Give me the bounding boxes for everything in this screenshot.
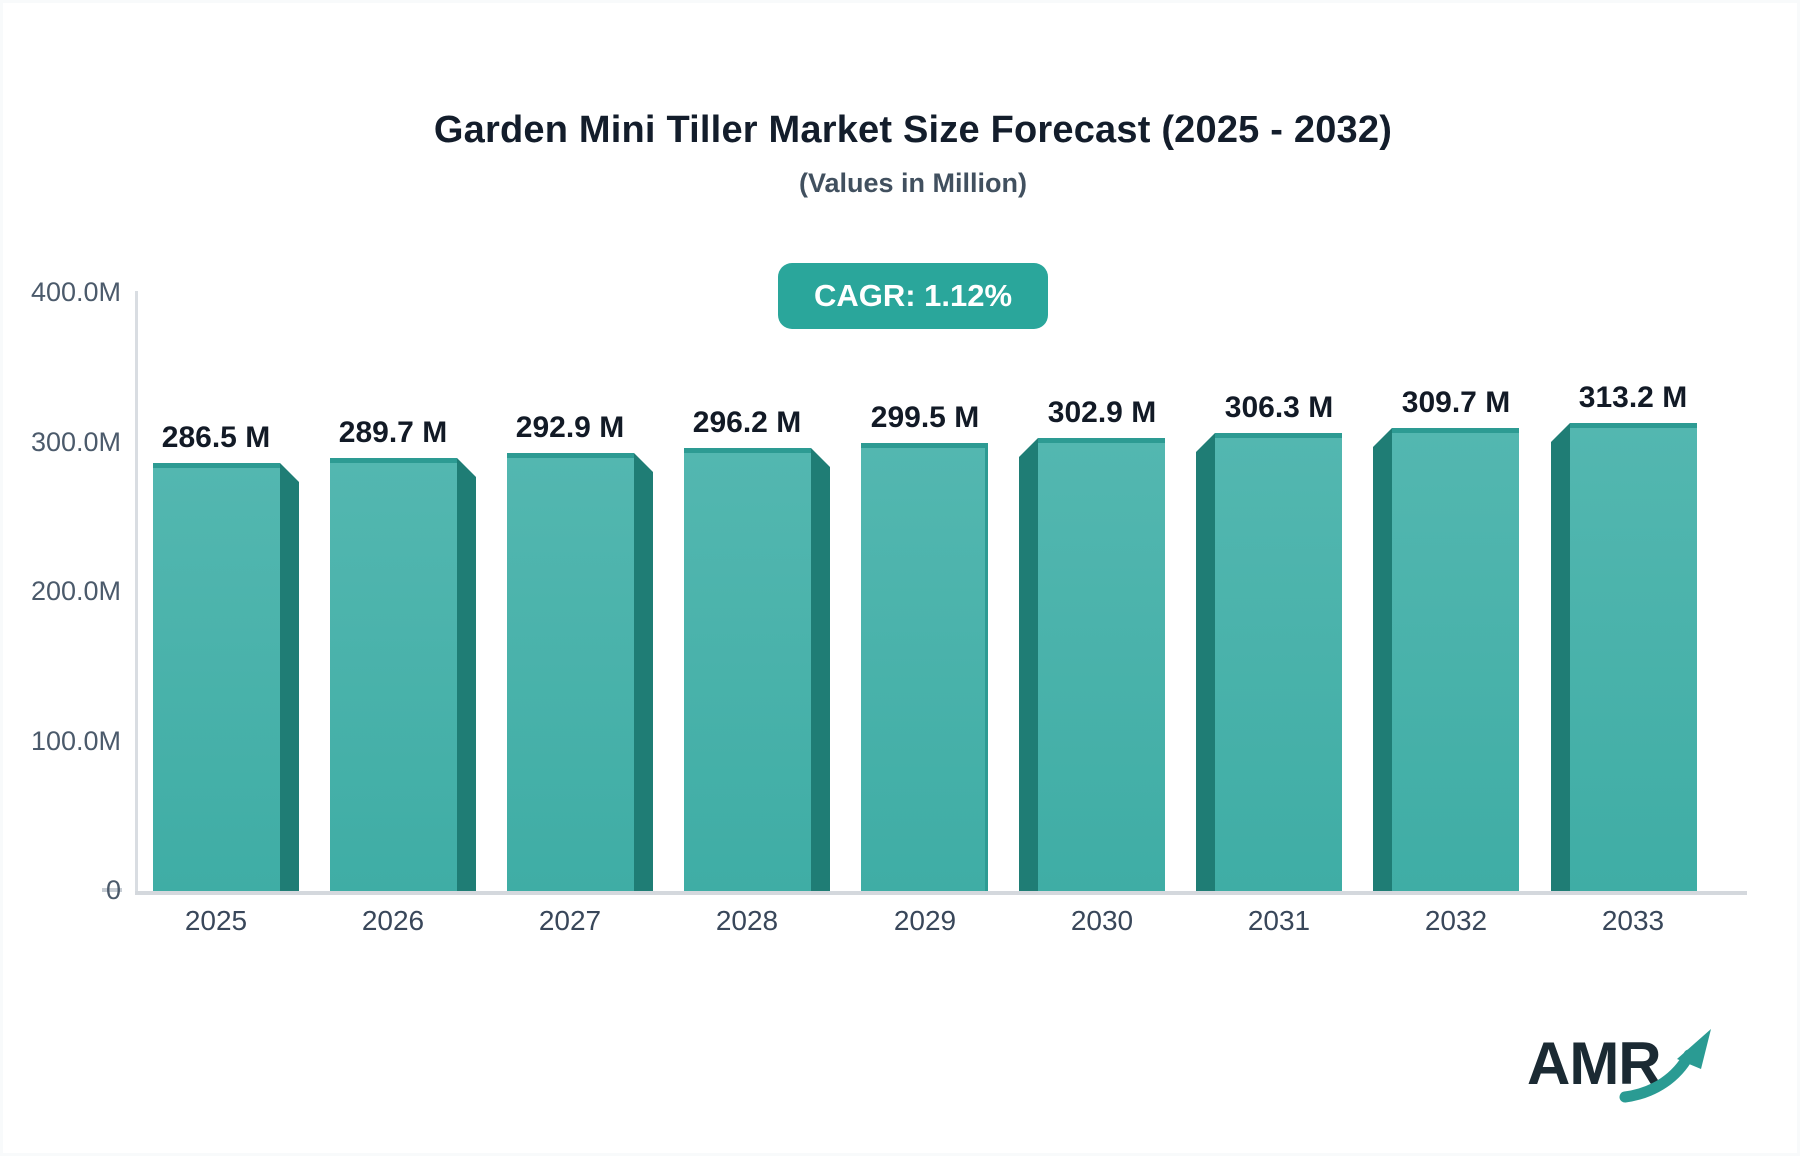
y-tick-label: 0 bbox=[105, 875, 121, 905]
bar-value-label: 292.9 M bbox=[515, 411, 625, 444]
bar-side-shadow bbox=[280, 463, 299, 891]
bar-value-label: 309.7 M bbox=[1401, 386, 1511, 419]
bar-2025 bbox=[153, 463, 299, 891]
bar-face bbox=[153, 463, 280, 891]
bar-side-shadow bbox=[457, 458, 476, 891]
bar-value-label: 313.2 M bbox=[1578, 381, 1688, 414]
y-tick-label: 200.0M bbox=[30, 576, 121, 606]
bar-2033 bbox=[1551, 423, 1697, 891]
x-tick-label-2025: 2025 bbox=[184, 905, 248, 936]
x-tick-label-2030: 2030 bbox=[1070, 905, 1134, 936]
bar-value-label: 286.5 M bbox=[161, 421, 271, 454]
y-axis-line bbox=[135, 291, 138, 893]
chart-subtitle: (Values in Million) bbox=[798, 168, 1028, 198]
bar-side-shadow bbox=[1196, 433, 1215, 891]
chart-header: Garden Mini Tiller Market Size Forecast … bbox=[3, 3, 1797, 329]
bar-face bbox=[1038, 438, 1165, 891]
bar-side-shadow bbox=[811, 448, 830, 891]
bar-2028 bbox=[684, 448, 830, 891]
bar-2027 bbox=[507, 453, 653, 891]
bar-face bbox=[861, 443, 988, 891]
bar-face bbox=[507, 453, 634, 891]
bar-2031 bbox=[1196, 433, 1342, 891]
y-tick-label: 100.0M bbox=[30, 725, 121, 756]
bar-side-shadow bbox=[1373, 428, 1392, 891]
bar-2032 bbox=[1373, 428, 1519, 891]
bar-value-label: 296.2 M bbox=[692, 406, 802, 439]
growth-arrow-icon bbox=[1619, 1029, 1711, 1103]
bar-value-label: 306.3 M bbox=[1224, 391, 1334, 424]
x-tick-label-2026: 2026 bbox=[361, 905, 425, 936]
bar-side-shadow bbox=[634, 453, 653, 891]
bar-side-shadow bbox=[1551, 423, 1570, 891]
bar-value-label: 299.5 M bbox=[870, 401, 980, 434]
x-tick-label-2028: 2028 bbox=[715, 905, 779, 936]
bar-value-label: 289.7 M bbox=[338, 416, 448, 449]
bar-face bbox=[684, 448, 811, 891]
amr-logo-text: AMR bbox=[1527, 1030, 1662, 1097]
x-tick-label-2027: 2027 bbox=[538, 905, 602, 936]
bar-face bbox=[1570, 423, 1697, 891]
bar-2029 bbox=[861, 443, 988, 891]
y-tick-label: 300.0M bbox=[30, 426, 121, 457]
bar-value-label: 302.9 M bbox=[1047, 396, 1157, 429]
y-tick-label: 400.0M bbox=[30, 277, 121, 307]
bar-face bbox=[330, 458, 457, 891]
zero-tick-mark bbox=[102, 888, 122, 892]
bar-2030 bbox=[1019, 438, 1165, 891]
bar-side-shadow bbox=[1019, 438, 1038, 891]
bar-face bbox=[1215, 433, 1342, 891]
x-tick-label-2029: 2029 bbox=[893, 905, 957, 936]
x-axis-line bbox=[135, 891, 1747, 895]
x-tick-label-2032: 2032 bbox=[1424, 905, 1488, 936]
bar-face bbox=[1392, 428, 1519, 891]
x-tick-label-2033: 2033 bbox=[1601, 905, 1665, 936]
cagr-badge: CAGR: 1.12% bbox=[777, 263, 1049, 329]
amr-logo: AMR bbox=[1527, 1029, 1727, 1119]
chart-title: Garden Mini Tiller Market Size Forecast … bbox=[433, 109, 1393, 151]
x-tick-label-2031: 2031 bbox=[1247, 905, 1311, 936]
bar-2026 bbox=[330, 458, 476, 891]
